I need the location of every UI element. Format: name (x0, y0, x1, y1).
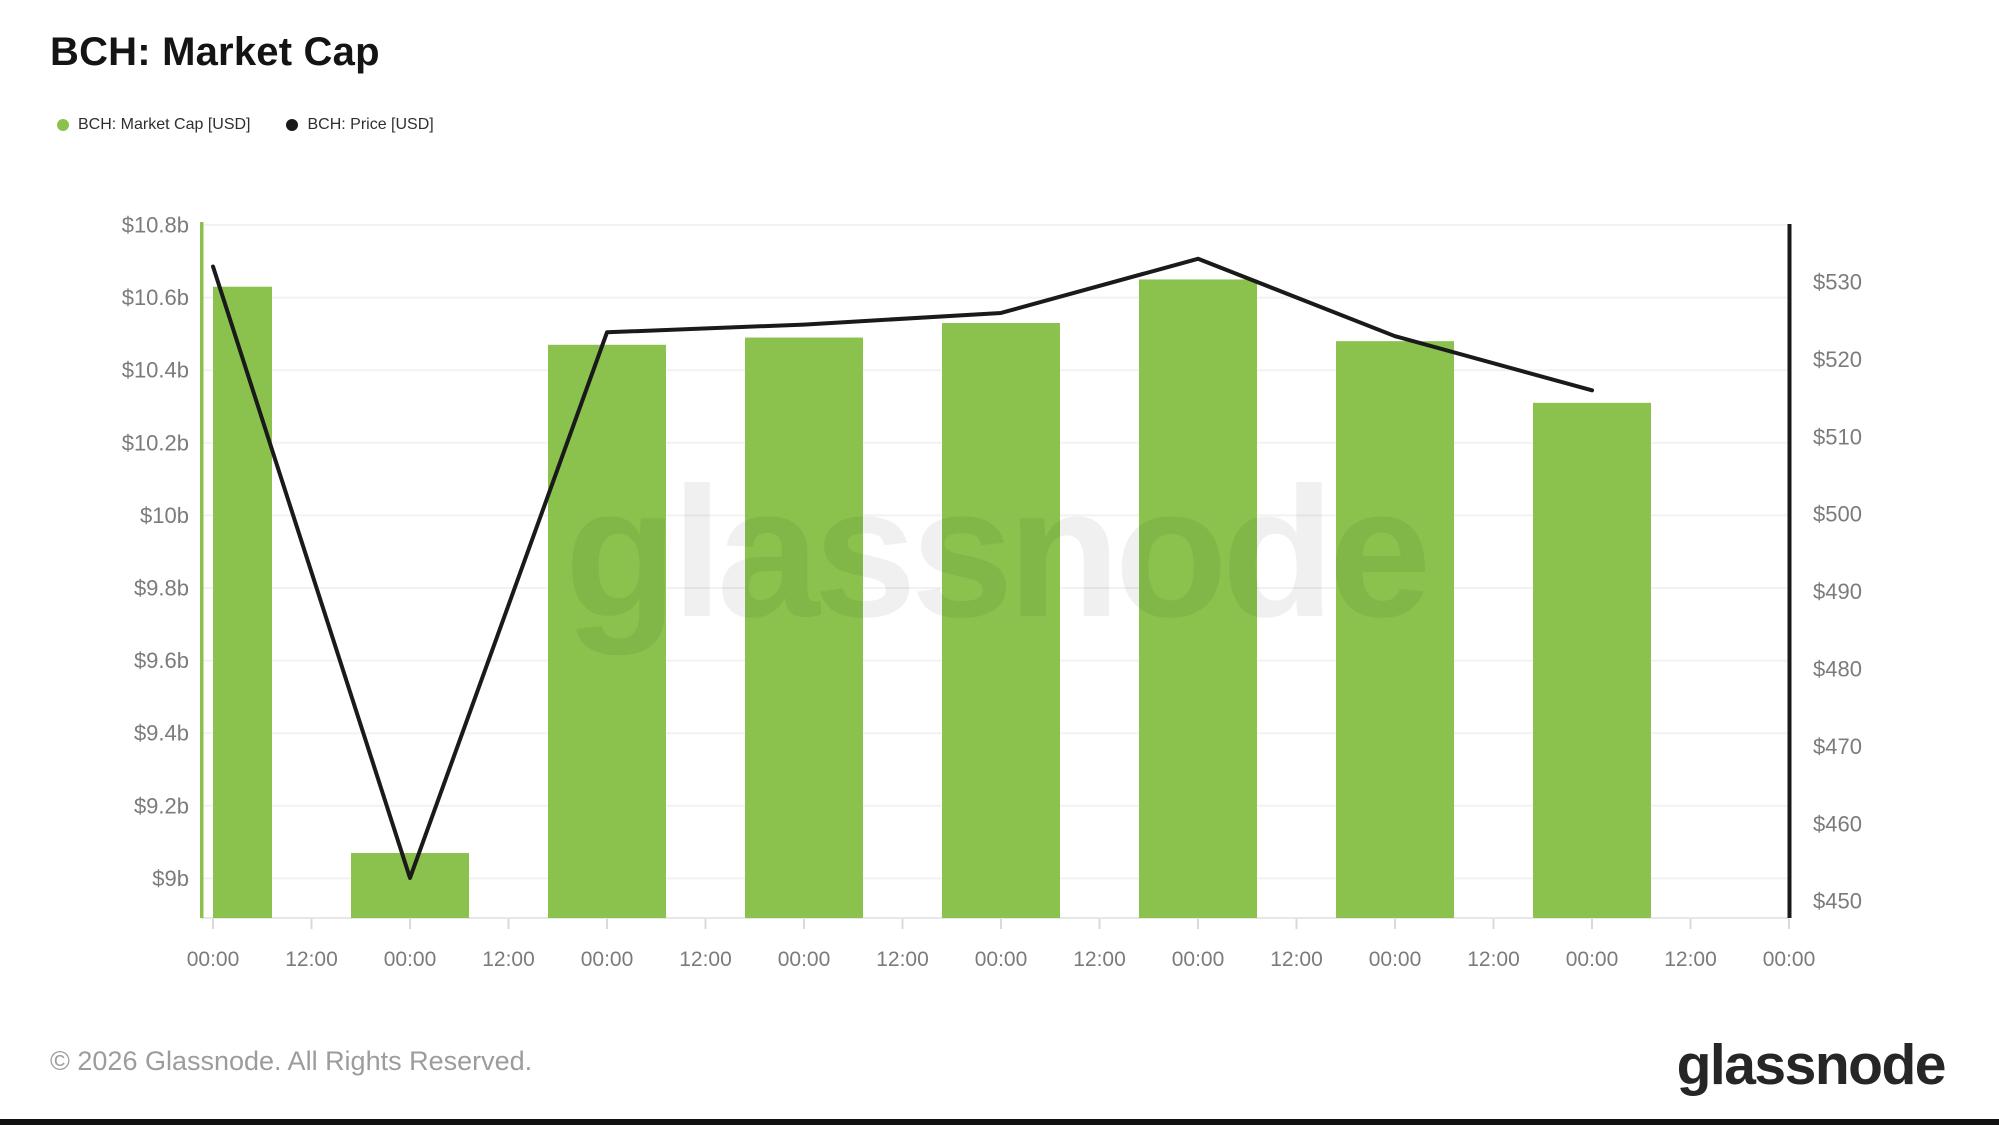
market-cap-bar[interactable] (942, 323, 1060, 918)
right-axis-label: $530 (1813, 270, 1862, 295)
left-axis-label: $9.8b (134, 576, 189, 601)
right-axis-label: $450 (1813, 889, 1862, 914)
legend-swatch-market-cap-icon (57, 119, 69, 131)
legend-label-market-cap: BCH: Market Cap [USD] (78, 116, 251, 133)
x-axis-label: 00:00 (1172, 948, 1225, 971)
right-axis-label: $500 (1813, 502, 1862, 527)
market-cap-bar[interactable] (1139, 279, 1257, 918)
right-axis-label: $460 (1813, 811, 1862, 836)
x-axis-label: 12:00 (1664, 948, 1717, 971)
market-cap-bar[interactable] (351, 852, 469, 918)
x-axis-label: 00:00 (581, 948, 634, 971)
x-axis-label: 12:00 (482, 948, 535, 971)
left-axis-label: $9b (152, 866, 189, 891)
x-axis-label: 12:00 (679, 948, 732, 971)
right-axis-label: $470 (1813, 734, 1862, 759)
right-axis-label: $480 (1813, 657, 1862, 682)
left-axis-label: $10.8b (122, 213, 189, 238)
legend-swatch-price-icon (286, 119, 299, 131)
left-axis-label: $10b (140, 503, 189, 528)
left-axis-label: $10.2b (122, 430, 189, 455)
glassnode-logo: glassnode (1676, 1033, 1947, 1097)
x-axis-label: 00:00 (1369, 948, 1422, 971)
x-axis-label: 00:00 (187, 948, 240, 971)
x-axis-label: 00:00 (384, 948, 437, 971)
page-title: BCH: Market Cap (50, 30, 380, 74)
right-axis-label: $510 (1813, 424, 1862, 449)
legend-label-price: BCH: Price [USD] (307, 116, 434, 133)
price-line[interactable] (211, 256, 1594, 880)
copyright-text: © 2026 Glassnode. All Rights Reserved. (50, 1046, 533, 1076)
left-axis-label: $9.6b (134, 648, 189, 673)
right-axis-line (1787, 224, 1792, 918)
x-axis-label: 00:00 (1566, 948, 1619, 971)
market-cap-bar[interactable] (1533, 402, 1651, 918)
x-axis-label: 12:00 (1073, 948, 1126, 971)
chart-plot-area: 00:00 12:00 00:00 12:00 00:00 12:00 00:00 12:00… (122, 213, 1862, 972)
left-axis-label: $9.2b (134, 793, 189, 818)
market-cap-bar[interactable] (1336, 341, 1454, 918)
legend-item-market-cap[interactable]: BCH: Market Cap [USD] (57, 116, 250, 134)
left-axis-label: $9.4b (134, 721, 189, 746)
left-axis-label: $10.4b (122, 358, 189, 383)
left-axis-label: $10.6b (122, 285, 189, 310)
right-axis-label: $520 (1813, 347, 1862, 372)
chart-legend: BCH: Market Cap [USD] BCH: Price [USD] (57, 116, 434, 134)
x-axis-label: 12:00 (876, 948, 929, 971)
market-cap-bar[interactable] (745, 337, 863, 918)
x-axis-label: 00:00 (975, 948, 1028, 971)
x-axis-label: 12:00 (1467, 948, 1520, 971)
bottom-accent-bar (0, 1119, 1999, 1125)
market-cap-bar[interactable] (213, 286, 272, 919)
x-axis-label: 00:00 (1763, 948, 1816, 971)
x-axis-label: 12:00 (285, 948, 338, 971)
market-cap-bar[interactable] (548, 344, 666, 918)
left-axis-line (200, 222, 204, 918)
x-axis-label: 00:00 (778, 948, 831, 971)
legend-item-price[interactable]: BCH: Price [USD] (286, 116, 434, 134)
right-axis-label: $490 (1813, 579, 1862, 604)
x-axis-label: 12:00 (1270, 948, 1323, 971)
